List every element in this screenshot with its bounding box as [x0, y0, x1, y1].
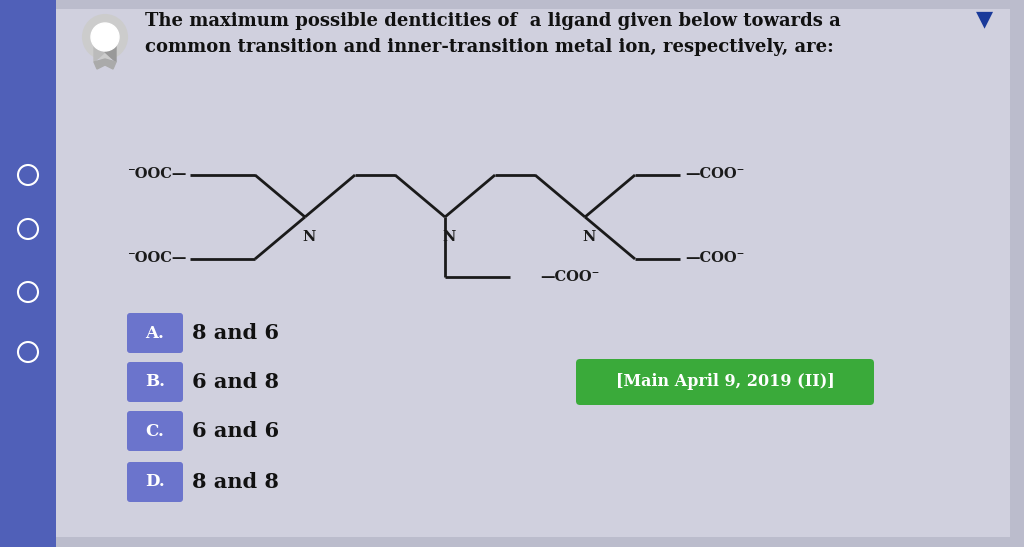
Text: N: N [302, 230, 315, 244]
Text: The maximum possible denticities of  a ligand given below towards a
common trans: The maximum possible denticities of a li… [145, 12, 841, 56]
Text: —COO⁻: —COO⁻ [541, 270, 600, 284]
FancyBboxPatch shape [55, 9, 1010, 537]
Text: B.: B. [145, 374, 165, 391]
Text: ⁻OOC—: ⁻OOC— [127, 167, 186, 181]
Text: —COO⁻: —COO⁻ [685, 167, 744, 181]
Circle shape [24, 288, 32, 296]
Text: 6 and 6: 6 and 6 [193, 421, 280, 441]
Text: 8 and 8: 8 and 8 [193, 472, 279, 492]
Text: A.: A. [145, 324, 165, 341]
Text: —COO⁻: —COO⁻ [685, 251, 744, 265]
Circle shape [83, 15, 127, 59]
Text: D.: D. [145, 474, 165, 491]
FancyBboxPatch shape [127, 462, 183, 502]
Polygon shape [94, 45, 105, 62]
FancyBboxPatch shape [127, 362, 183, 402]
Text: ▼: ▼ [977, 9, 993, 29]
FancyBboxPatch shape [127, 411, 183, 451]
Text: N: N [583, 230, 596, 244]
Circle shape [24, 171, 32, 179]
Polygon shape [94, 59, 116, 69]
Text: [Main April 9, 2019 (II)]: [Main April 9, 2019 (II)] [615, 374, 835, 391]
Text: C.: C. [145, 422, 165, 439]
Text: N: N [442, 230, 456, 244]
Text: 6 and 8: 6 and 8 [193, 372, 279, 392]
Circle shape [91, 23, 119, 51]
FancyBboxPatch shape [575, 359, 874, 405]
Circle shape [24, 348, 32, 356]
FancyBboxPatch shape [127, 313, 183, 353]
Text: 8 and 6: 8 and 6 [193, 323, 279, 343]
Text: ⁻OOC—: ⁻OOC— [127, 251, 186, 265]
FancyBboxPatch shape [0, 0, 56, 547]
Circle shape [24, 225, 32, 233]
Polygon shape [105, 45, 116, 62]
